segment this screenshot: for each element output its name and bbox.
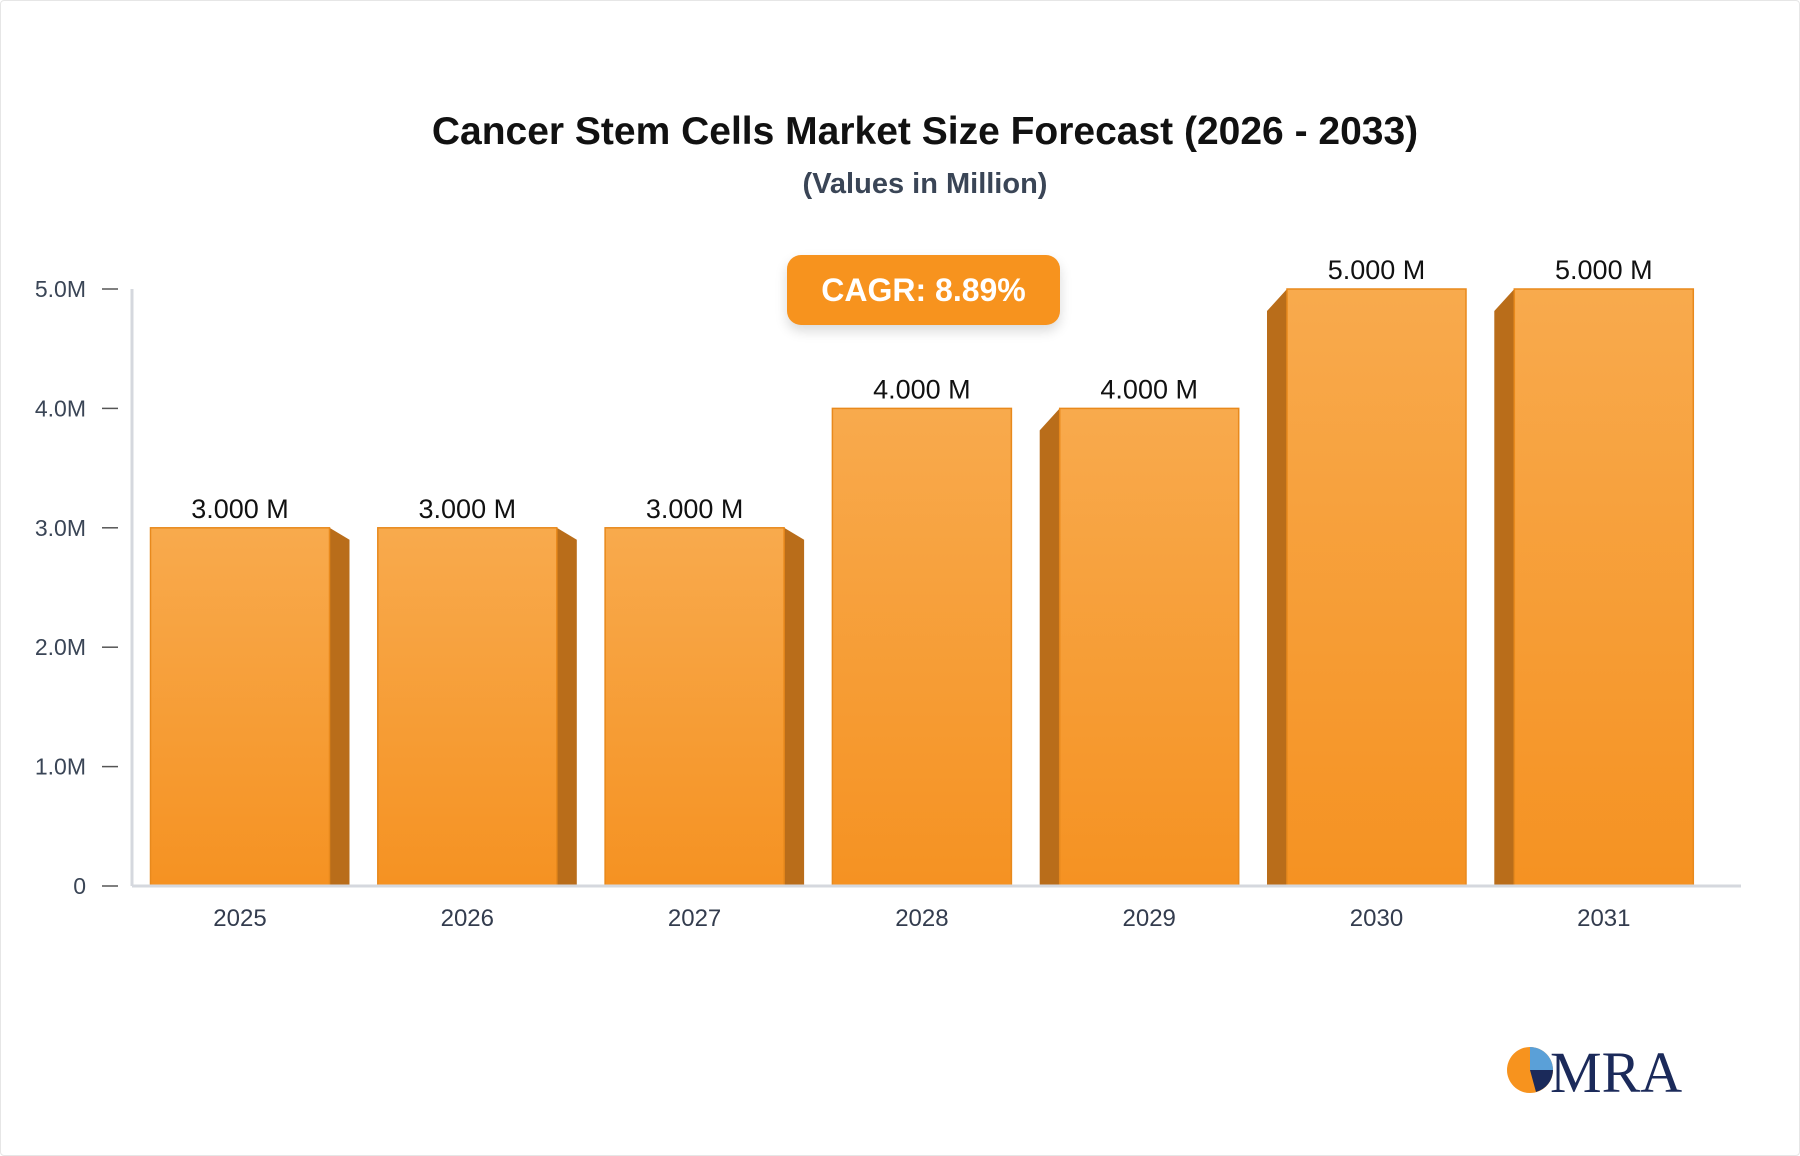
y-tick-label: 0	[73, 873, 86, 899]
bar-side	[1039, 408, 1060, 886]
bar	[1058, 407, 1240, 887]
data-label: 4.000 M	[873, 374, 971, 404]
bar-side	[1494, 289, 1515, 886]
y-tick-label: 1.0M	[35, 754, 86, 780]
x-tick-label: 2027	[668, 905, 721, 932]
bar-2029: 4.000 M	[1039, 374, 1240, 887]
chart-subtitle: (Values in Million)	[802, 168, 1048, 200]
bar-side	[329, 527, 350, 886]
cagr-badge: CAGR: 8.89%	[787, 255, 1060, 325]
svg-text:MRA: MRA	[1550, 1040, 1682, 1100]
bar-2031: 5.000 M	[1494, 255, 1695, 887]
data-label: 5.000 M	[1328, 255, 1426, 285]
bar-side	[784, 527, 805, 886]
bar	[1513, 288, 1695, 887]
data-label: 3.000 M	[419, 494, 517, 524]
y-tick-label: 4.0M	[35, 395, 86, 421]
chart-title: Cancer Stem Cells Market Size Forecast (…	[431, 110, 1419, 153]
x-axis: 2025 2026 2027 2028 2029 2030 2031	[132, 884, 1741, 932]
bar-2028: 4.000 M	[831, 374, 1013, 887]
bar-side	[1267, 289, 1287, 886]
bar-side	[556, 527, 577, 886]
bar	[377, 527, 558, 887]
bar-2025: 3.000 M	[149, 494, 350, 887]
mra-logo: MRA	[1507, 1040, 1682, 1100]
y-tick-label: 3.0M	[35, 515, 86, 541]
y-tick-label: 2.0M	[35, 634, 86, 660]
bar	[149, 527, 331, 887]
x-tick-label: 2025	[213, 905, 266, 932]
bar	[831, 407, 1013, 887]
bar-2027: 3.000 M	[604, 494, 805, 887]
x-tick-label: 2030	[1350, 905, 1403, 932]
data-label: 3.000 M	[191, 494, 289, 524]
x-tick-label: 2026	[441, 905, 494, 932]
data-label: 5.000 M	[1555, 255, 1653, 285]
bar-2026: 3.000 M	[377, 494, 577, 887]
x-tick-label: 2029	[1123, 905, 1176, 932]
y-axis: 0 1.0M 2.0M 3.0M 4.0M 5.0M	[35, 276, 134, 899]
bar-2030: 5.000 M	[1267, 255, 1467, 887]
bar	[604, 527, 785, 887]
x-tick-label: 2028	[895, 905, 948, 932]
x-tick-label: 2031	[1577, 905, 1630, 932]
data-label: 3.000 M	[646, 494, 744, 524]
bars: 3.000 M 3.000 M 3.000 M 4.000 M 4.000 M 5.000…	[149, 255, 1695, 887]
y-tick-label: 5.0M	[35, 276, 86, 302]
data-label: 4.000 M	[1100, 374, 1198, 404]
bar	[1286, 288, 1467, 887]
